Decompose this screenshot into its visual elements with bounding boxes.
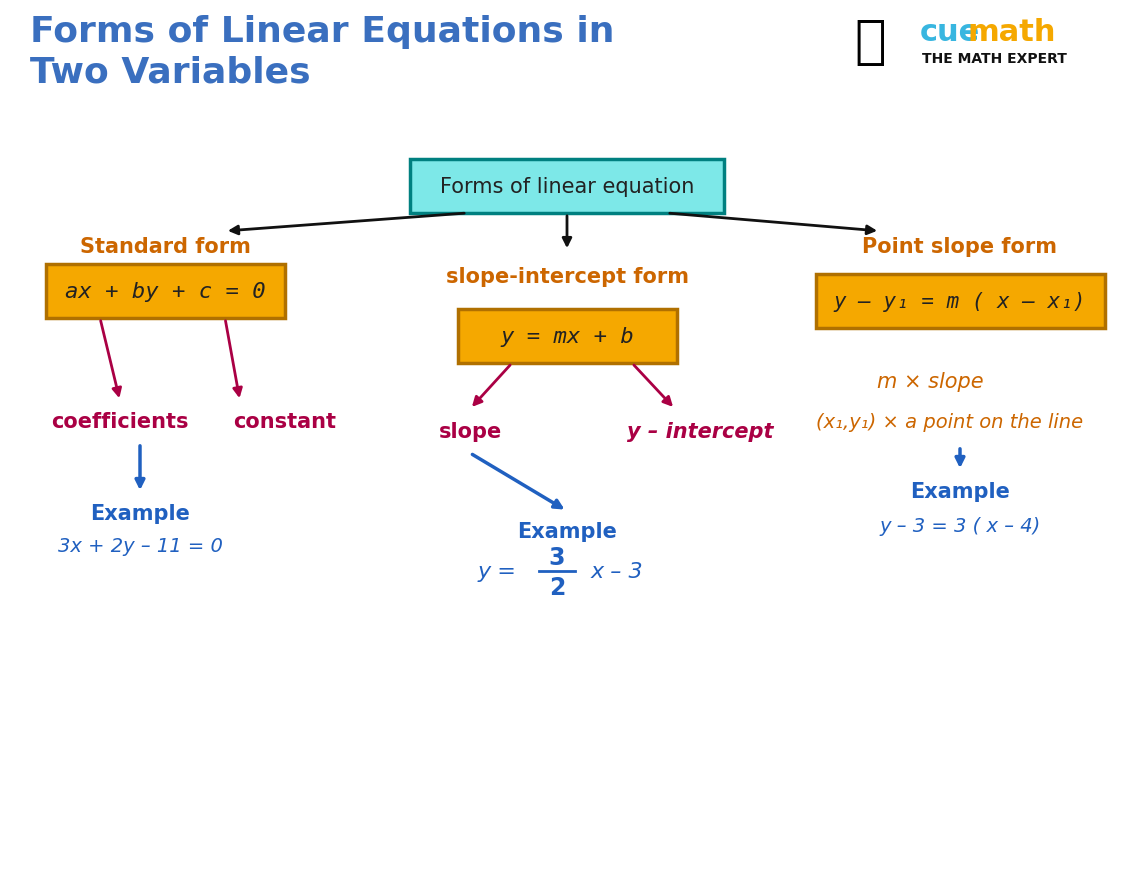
Text: Example: Example <box>517 522 617 541</box>
Text: Forms of linear equation: Forms of linear equation <box>440 177 694 197</box>
Text: constant: constant <box>234 411 337 431</box>
Text: 3: 3 <box>549 546 565 570</box>
Text: y = mx + b: y = mx + b <box>500 327 634 346</box>
Text: m × slope: m × slope <box>877 371 983 392</box>
Text: slope: slope <box>439 422 501 441</box>
Text: coefficients: coefficients <box>51 411 188 431</box>
Text: x – 3: x – 3 <box>591 562 643 581</box>
FancyBboxPatch shape <box>411 159 723 214</box>
Text: Point slope form: Point slope form <box>863 237 1058 257</box>
Text: y – y₁ = m ( x – x₁): y – y₁ = m ( x – x₁) <box>833 291 1086 312</box>
Text: Two Variables: Two Variables <box>29 55 311 89</box>
FancyBboxPatch shape <box>45 265 285 319</box>
Text: y – intercept: y – intercept <box>627 422 773 441</box>
Text: Example: Example <box>90 503 189 524</box>
Text: cue: cue <box>920 18 980 46</box>
Text: 🚀: 🚀 <box>854 16 886 68</box>
Text: Example: Example <box>911 481 1010 501</box>
FancyBboxPatch shape <box>457 309 677 363</box>
Text: math: math <box>968 18 1057 46</box>
Text: THE MATH EXPERT: THE MATH EXPERT <box>922 52 1067 66</box>
Text: y – 3 = 3 ( x – 4): y – 3 = 3 ( x – 4) <box>879 517 1041 536</box>
Text: 2: 2 <box>549 575 565 599</box>
Text: Forms of Linear Equations in: Forms of Linear Equations in <box>29 15 615 49</box>
FancyBboxPatch shape <box>815 275 1105 329</box>
Text: y =: y = <box>477 562 516 581</box>
Text: (x₁,y₁) × a point on the line: (x₁,y₁) × a point on the line <box>816 412 1084 431</box>
Text: ax + by + c = 0: ax + by + c = 0 <box>65 282 265 301</box>
Text: 3x + 2y – 11 = 0: 3x + 2y – 11 = 0 <box>58 537 222 556</box>
Text: Standard form: Standard form <box>79 237 251 257</box>
Text: slope-intercept form: slope-intercept form <box>446 267 688 287</box>
